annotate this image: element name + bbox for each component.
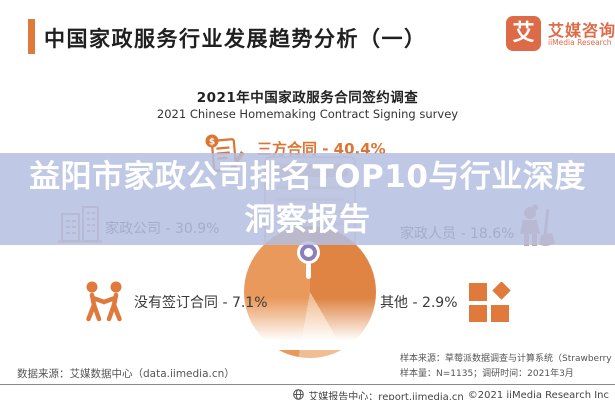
sample-size-line: 样本量：N=1135；调研时间：2021年3月 [400, 369, 574, 379]
footer-divider [0, 384, 615, 385]
title-accent-bar [28, 19, 35, 54]
iimedia-logo-icon: 艾 [506, 16, 541, 51]
squares-grid-icon [468, 281, 512, 327]
pie-bottom-fade [232, 298, 388, 350]
item-label-other: 其他 - 2.9% [380, 295, 458, 311]
chart-subtitle: 2021 Chinese Homemaking Contract Signing… [156, 107, 459, 121]
logo-name-en: iiMedia Research [548, 38, 612, 47]
globe-icon [293, 388, 305, 400]
sample-source-note: 样本来源：草莓派数据调查与计算系统（Strawberry Pie） 样本量：N=… [400, 352, 615, 382]
report-center-bar: 艾媒报告中心：report.iimedia.cn ©2021 iiMedia R… [293, 388, 609, 400]
logo-name-cn: 艾媒咨询 [548, 21, 615, 40]
watermark-band [0, 153, 615, 245]
overlay-title: 益阳市家政公司排名TOP10与行业深度 洞察报告 [0, 156, 615, 242]
svg-text:$: $ [209, 138, 215, 148]
magnifier-handle [306, 263, 311, 279]
handshake-icon [81, 281, 127, 327]
item-label-no-contract: 没有签订合同 - 7.1% [134, 295, 268, 311]
copyright-text: ©2021 iiMedia Research Inc [467, 390, 609, 400]
magnifier-lens [300, 244, 317, 261]
chart-title: 2021年中国家政服务合同签约调查 [196, 90, 419, 106]
page-title: 中国家政服务行业发展趋势分析（一） [44, 27, 427, 51]
overlay-title-line1: 益阳市家政公司排名TOP10与行业深度 [29, 159, 586, 195]
report-center-text: 艾媒报告中心：report.iimedia.cn [308, 392, 464, 400]
magnifier-icon [297, 241, 320, 264]
sample-source-line: 样本来源：草莓派数据调查与计算系统（Strawberry Pie） [400, 354, 615, 364]
overlay-title-line2: 洞察报告 [244, 202, 371, 238]
data-source-note: 数据来源：艾媒数据中心（data.iimedia.cn） [17, 368, 235, 380]
